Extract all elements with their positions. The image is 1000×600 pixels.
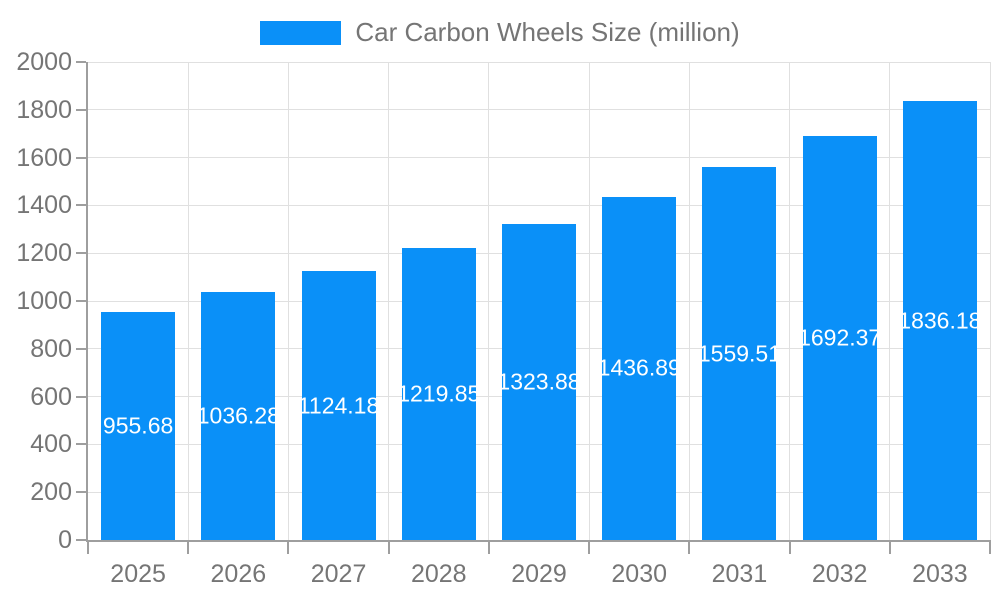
y-axis-tick-label: 600 xyxy=(30,382,72,411)
x-gridline xyxy=(287,62,289,540)
y-axis-tick-label: 1000 xyxy=(16,287,72,315)
y-tick-mark xyxy=(76,491,86,494)
x-gridline xyxy=(989,62,991,540)
x-axis-tick-label: 2032 xyxy=(811,560,868,588)
chart-title: Car Carbon Wheels Size (million) xyxy=(355,17,740,47)
y-gridline xyxy=(88,61,990,63)
bar-2033: 1836.18 xyxy=(902,101,977,540)
y-tick-mark xyxy=(76,539,86,541)
y-axis-tick-label: 1800 xyxy=(16,95,72,124)
bar-value-label: 1219.85 xyxy=(401,380,476,407)
y-axis-tick-label: 200 xyxy=(30,478,72,507)
y-gridline xyxy=(88,204,990,206)
y-axis-tick-label: 1200 xyxy=(16,239,72,268)
legend: Car Carbon Wheels Size (million) xyxy=(0,17,1000,48)
x-gridline xyxy=(789,62,791,540)
x-gridline xyxy=(588,62,590,540)
bar-2030: 1436.89 xyxy=(602,196,677,540)
y-tick-mark xyxy=(76,61,86,63)
x-tick-mark xyxy=(989,540,991,554)
x-gridline xyxy=(688,62,690,540)
x-gridline xyxy=(488,62,490,540)
x-axis-tick-label: 2027 xyxy=(310,560,367,588)
plot-area: 955.68 1036.28 1124.18 1219.85 1323.88 1436.8… xyxy=(76,61,991,554)
x-tick-mark xyxy=(588,540,591,554)
y-tick-mark xyxy=(76,300,86,302)
y-axis-tick-label: 0 xyxy=(58,526,72,554)
x-axis-tick-label: 2029 xyxy=(511,560,567,588)
bar-value-label: 1036.28 xyxy=(201,402,276,429)
y-axis-tick-label: 1400 xyxy=(16,191,72,220)
y-gridline xyxy=(88,157,990,159)
y-axis-tick-label: 2000 xyxy=(16,48,72,76)
y-tick-mark xyxy=(76,108,86,111)
bar-value-label: 1836.18 xyxy=(902,307,977,334)
x-tick-mark xyxy=(187,540,190,554)
bar-value-label: 1436.89 xyxy=(602,354,677,381)
x-gridline xyxy=(388,62,390,540)
x-tick-mark xyxy=(888,540,891,554)
y-tick-mark xyxy=(76,156,86,159)
x-gridline xyxy=(187,62,189,540)
x-tick-mark xyxy=(287,540,290,554)
y-axis-tick-label: 400 xyxy=(30,430,72,459)
bar-2032: 1692.37 xyxy=(802,135,877,540)
bar-value-label: 1124.18 xyxy=(301,392,376,419)
bar-2027: 1124.18 xyxy=(301,271,376,540)
x-axis-tick-label: 2026 xyxy=(210,560,267,588)
y-tick-mark xyxy=(76,395,86,398)
y-axis-tick-label: 1600 xyxy=(16,143,72,172)
x-gridline xyxy=(889,62,891,540)
y-tick-mark xyxy=(76,443,86,446)
bar-value-label: 1559.51 xyxy=(702,340,777,367)
bar-2028: 1219.85 xyxy=(401,248,476,540)
bar-value-label: 1323.88 xyxy=(502,368,576,395)
x-axis-line xyxy=(86,540,990,542)
y-tick-mark xyxy=(76,252,86,255)
x-tick-mark xyxy=(387,540,390,554)
x-axis-tick-label: 2028 xyxy=(410,560,467,588)
x-axis-tick-label: 2031 xyxy=(711,560,768,588)
y-tick-mark xyxy=(76,204,86,207)
x-tick-mark xyxy=(87,540,89,554)
bar-2025: 955.68 xyxy=(101,311,176,540)
bar-value-label: 955.68 xyxy=(102,412,174,439)
y-axis-line xyxy=(86,62,88,540)
legend-swatch xyxy=(260,20,342,45)
x-tick-mark xyxy=(487,540,490,554)
x-axis-tick-label: 2030 xyxy=(611,560,668,588)
bar-2029: 1323.88 xyxy=(502,223,576,540)
bar-value-label: 1692.37 xyxy=(802,324,877,351)
bar-2031: 1559.51 xyxy=(702,167,777,540)
x-tick-mark xyxy=(788,540,791,554)
y-axis-tick-label: 800 xyxy=(30,334,72,363)
y-tick-mark xyxy=(76,347,86,350)
x-axis-tick-label: 2033 xyxy=(912,560,968,588)
y-gridline xyxy=(88,109,990,111)
x-tick-mark xyxy=(688,540,691,554)
x-axis-tick-label: 2025 xyxy=(110,560,166,588)
bar-2026: 1036.28 xyxy=(201,292,276,540)
